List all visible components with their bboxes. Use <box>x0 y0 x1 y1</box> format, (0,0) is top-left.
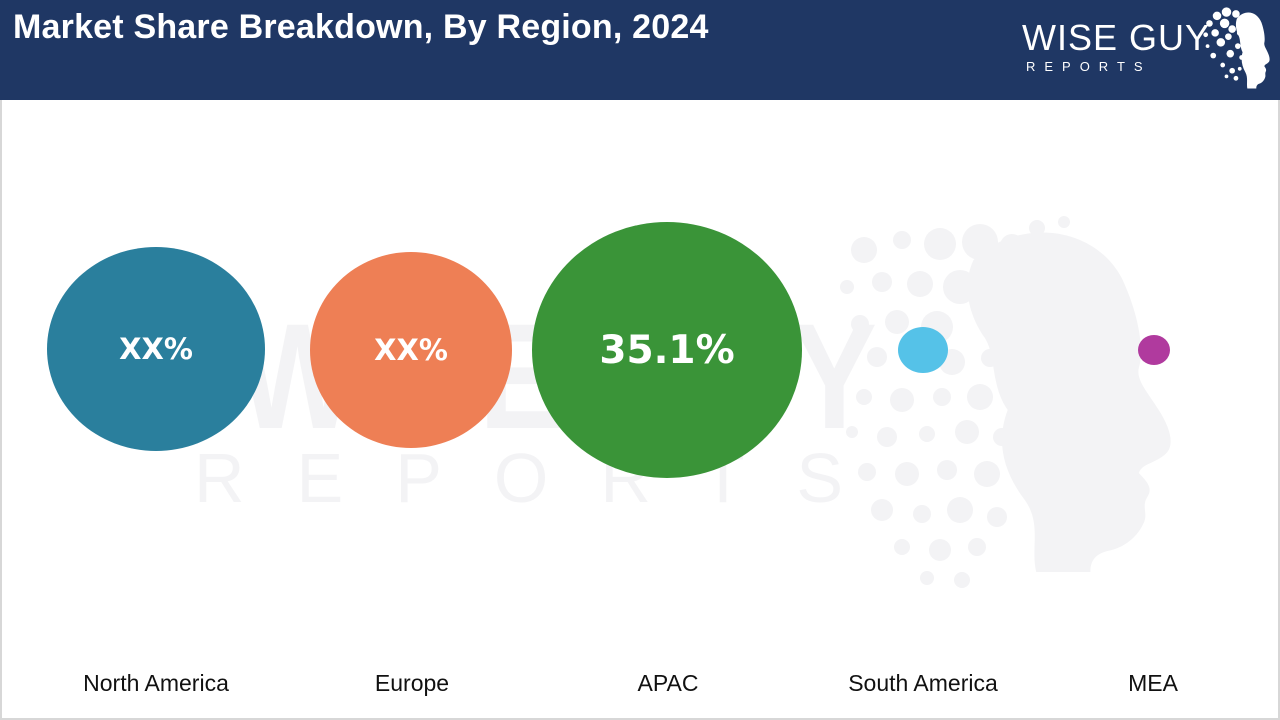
category-label-south-america: South America <box>848 670 998 696</box>
head-silhouette-icon <box>1203 7 1270 89</box>
category-label-apac: APAC <box>637 670 699 696</box>
wise-guy-reports-logo: WISE GUY REPORTS <box>1022 4 1270 92</box>
header-bar: Market Share Breakdown, By Region, 2024 … <box>0 0 1280 100</box>
bubble-south-america <box>898 327 948 373</box>
bubble-apac: 35.1% <box>532 222 802 478</box>
bubble-europe: XX% <box>310 252 512 448</box>
watermark-sub-text: REPORTS <box>194 439 895 517</box>
bubble-value-label: XX% <box>374 333 448 367</box>
category-label-north-america: North America <box>83 670 229 696</box>
logo-name: WISE GUY <box>1021 17 1210 58</box>
logo-subtitle: REPORTS <box>1025 59 1152 74</box>
bubble-value-label: 35.1% <box>599 327 735 373</box>
category-label-mea: MEA <box>1128 670 1178 696</box>
bubble-north-america: XX% <box>47 247 265 451</box>
watermark-head-silhouette <box>967 232 1171 572</box>
bubble-value-label: XX% <box>119 332 193 366</box>
page-title: Market Share Breakdown, By Region, 2024 <box>13 8 709 46</box>
category-label-europe: Europe <box>374 670 450 696</box>
chart-area: WISE GUY REPORTS <box>0 100 1280 720</box>
bubble-mea <box>1138 335 1170 365</box>
logo-text: WISE GUY REPORTS <box>1021 17 1210 75</box>
watermark-dots <box>840 216 1070 588</box>
